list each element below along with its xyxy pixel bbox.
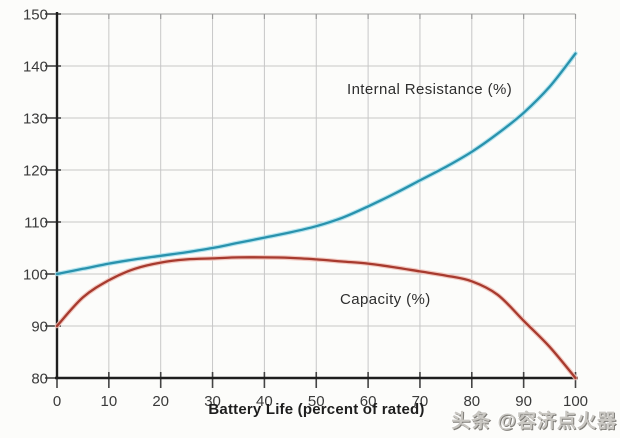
y-tick-label: 120: [23, 163, 48, 180]
y-tick-label: 140: [23, 59, 48, 76]
y-tick-label: 150: [23, 7, 48, 24]
internal-resistance-curve: [55, 52, 577, 276]
x-tick-label: 30: [204, 393, 221, 410]
capacity-series-label: Capacity (%): [340, 291, 431, 308]
watermark-text: 头条 @容济点火器: [451, 411, 617, 432]
x-tick-label: 60: [360, 393, 377, 410]
x-tick-label: 100: [563, 393, 588, 410]
capacity-curve: [55, 256, 577, 380]
x-tick-label: 40: [256, 393, 273, 410]
y-tick-label: 100: [23, 267, 48, 284]
y-tick-label: 80: [31, 371, 48, 388]
x-tick-label: 0: [53, 393, 61, 410]
y-tick-label: 110: [24, 215, 48, 232]
internal-resistance-series-label: Internal Resistance (%): [347, 81, 513, 98]
x-tick-label: 10: [101, 393, 118, 410]
x-tick-label: 20: [152, 393, 169, 410]
x-tick-label: 80: [463, 393, 480, 410]
y-tick-label: 90: [31, 319, 48, 336]
x-tick-label: 50: [308, 393, 325, 410]
y-tick-label: 130: [23, 111, 48, 128]
x-tick-label: 90: [515, 393, 532, 410]
x-axis-title: Battery Life (percent of rated): [208, 401, 425, 418]
x-tick-label: 70: [412, 393, 429, 410]
